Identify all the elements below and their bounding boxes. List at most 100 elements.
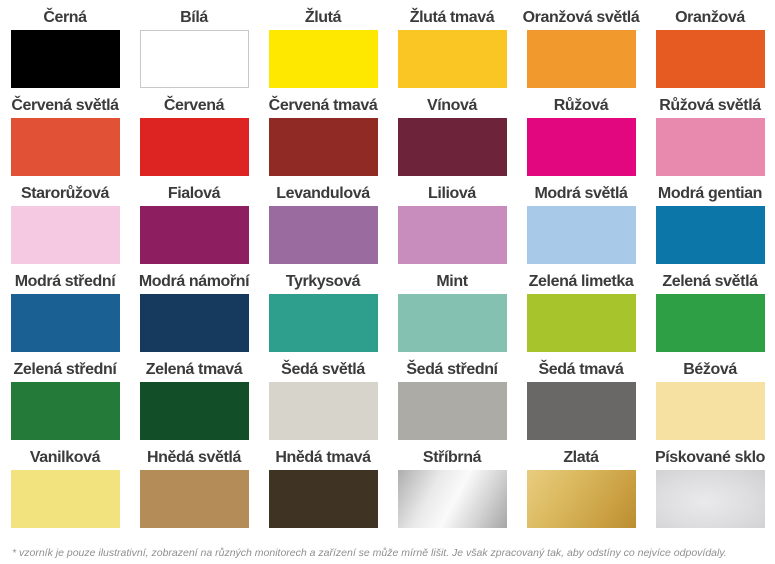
swatch-cell: Tyrkysová	[259, 270, 388, 358]
swatch-label: Hnědá světlá	[147, 449, 241, 466]
swatch-label: Červená	[163, 97, 225, 114]
color-swatch	[139, 382, 249, 440]
color-swatch	[655, 206, 765, 264]
swatch-cell: Zelená světlá	[646, 270, 775, 358]
swatch-label: Pískované sklo	[654, 449, 766, 466]
swatch-cell: Červená	[130, 94, 259, 182]
color-swatch	[397, 294, 507, 352]
swatch-cell: Červená tmavá	[259, 94, 388, 182]
swatch-cell: Fialová	[130, 182, 259, 270]
color-swatch	[526, 382, 636, 440]
swatch-label: Tyrkysová	[285, 273, 361, 290]
swatch-label: Zelená tmavá	[145, 361, 243, 378]
color-swatch	[268, 382, 378, 440]
swatch-cell: Levandulová	[259, 182, 388, 270]
swatch-cell: Šedá tmavá	[517, 358, 646, 446]
color-swatch	[10, 118, 120, 176]
swatch-cell: Zelená tmavá	[130, 358, 259, 446]
swatch-cell: Starorůžová	[1, 182, 130, 270]
swatch-label: Levandulová	[276, 185, 370, 202]
swatch-cell: Zlatá	[517, 446, 646, 534]
swatch-cell: Mint	[388, 270, 517, 358]
color-swatch	[139, 30, 249, 88]
swatch-label: Vanilková	[29, 449, 101, 466]
swatch-label: Oranžová	[675, 9, 745, 26]
swatch-cell: Hnědá světlá	[130, 446, 259, 534]
swatch-cell: Bílá	[130, 6, 259, 94]
swatch-label: Stříbrná	[422, 449, 482, 466]
swatch-label: Fialová	[167, 185, 221, 202]
swatch-label: Šedá střední	[406, 361, 498, 378]
swatch-label: Růžová světlá	[659, 97, 761, 114]
color-swatch	[268, 470, 378, 528]
swatch-cell: Modrá gentian	[646, 182, 775, 270]
color-swatch	[139, 294, 249, 352]
swatch-label: Modrá světlá	[534, 185, 628, 202]
swatch-cell: Béžová	[646, 358, 775, 446]
swatch-label: Zelená střední	[13, 361, 117, 378]
swatch-label: Mint	[436, 273, 468, 290]
swatch-label: Zlatá	[563, 449, 599, 466]
color-swatch	[526, 30, 636, 88]
color-swatch	[655, 118, 765, 176]
swatch-cell: Černá	[1, 6, 130, 94]
swatch-cell: Oranžová	[646, 6, 775, 94]
color-swatch	[397, 118, 507, 176]
color-swatch	[268, 118, 378, 176]
color-swatch	[139, 118, 249, 176]
swatch-label: Černá	[43, 9, 87, 26]
swatch-label: Šedá tmavá	[538, 361, 624, 378]
color-swatch	[526, 470, 636, 528]
swatch-label: Hnědá tmavá	[275, 449, 371, 466]
swatch-label: Oranžová světlá	[522, 9, 640, 26]
color-swatch	[139, 206, 249, 264]
color-swatch	[397, 470, 507, 528]
swatch-cell: Stříbrná	[388, 446, 517, 534]
swatch-label: Modrá gentian	[657, 185, 763, 202]
swatch-label: Růžová	[553, 97, 609, 114]
swatch-label: Starorůžová	[20, 185, 110, 202]
swatch-label: Žlutá	[304, 9, 342, 26]
swatch-label: Šedá světlá	[281, 361, 365, 378]
swatch-cell: Růžová	[517, 94, 646, 182]
swatch-label: Béžová	[683, 361, 737, 378]
swatch-label: Liliová	[428, 185, 476, 202]
swatch-label: Červená světlá	[11, 97, 119, 114]
swatch-cell: Oranžová světlá	[517, 6, 646, 94]
swatch-cell: Žlutá tmavá	[388, 6, 517, 94]
swatch-cell: Zelená střední	[1, 358, 130, 446]
color-swatch	[655, 382, 765, 440]
swatch-cell: Modrá světlá	[517, 182, 646, 270]
swatch-cell: Růžová světlá	[646, 94, 775, 182]
color-swatch	[268, 294, 378, 352]
swatch-cell: Vanilková	[1, 446, 130, 534]
swatch-label: Bílá	[180, 9, 208, 26]
swatch-label: Červená tmavá	[268, 97, 378, 114]
swatch-cell: Modrá střední	[1, 270, 130, 358]
color-swatch	[268, 30, 378, 88]
color-swatch	[10, 206, 120, 264]
swatch-label: Žlutá tmavá	[409, 9, 495, 26]
color-swatch	[268, 206, 378, 264]
swatch-cell: Šedá střední	[388, 358, 517, 446]
swatch-cell: Červená světlá	[1, 94, 130, 182]
swatch-cell: Hnědá tmavá	[259, 446, 388, 534]
swatch-cell: Žlutá	[259, 6, 388, 94]
swatch-cell: Pískované sklo	[646, 446, 775, 534]
color-swatch	[526, 206, 636, 264]
swatch-label: Modrá námořní	[138, 273, 250, 290]
swatch-label: Zelená světlá	[662, 273, 758, 290]
color-swatch-grid: Černá Bílá Žlutá Žlutá tmavá Oranžová sv…	[1, 6, 775, 534]
swatch-cell: Vínová	[388, 94, 517, 182]
color-swatch	[10, 294, 120, 352]
color-swatch	[10, 470, 120, 528]
swatch-cell: Zelená limetka	[517, 270, 646, 358]
color-swatch	[10, 382, 120, 440]
color-swatch	[397, 30, 507, 88]
color-swatch	[397, 206, 507, 264]
swatch-label: Vínová	[426, 97, 478, 114]
swatch-cell: Liliová	[388, 182, 517, 270]
color-swatch	[655, 470, 765, 528]
color-swatch	[526, 118, 636, 176]
color-swatch	[139, 470, 249, 528]
